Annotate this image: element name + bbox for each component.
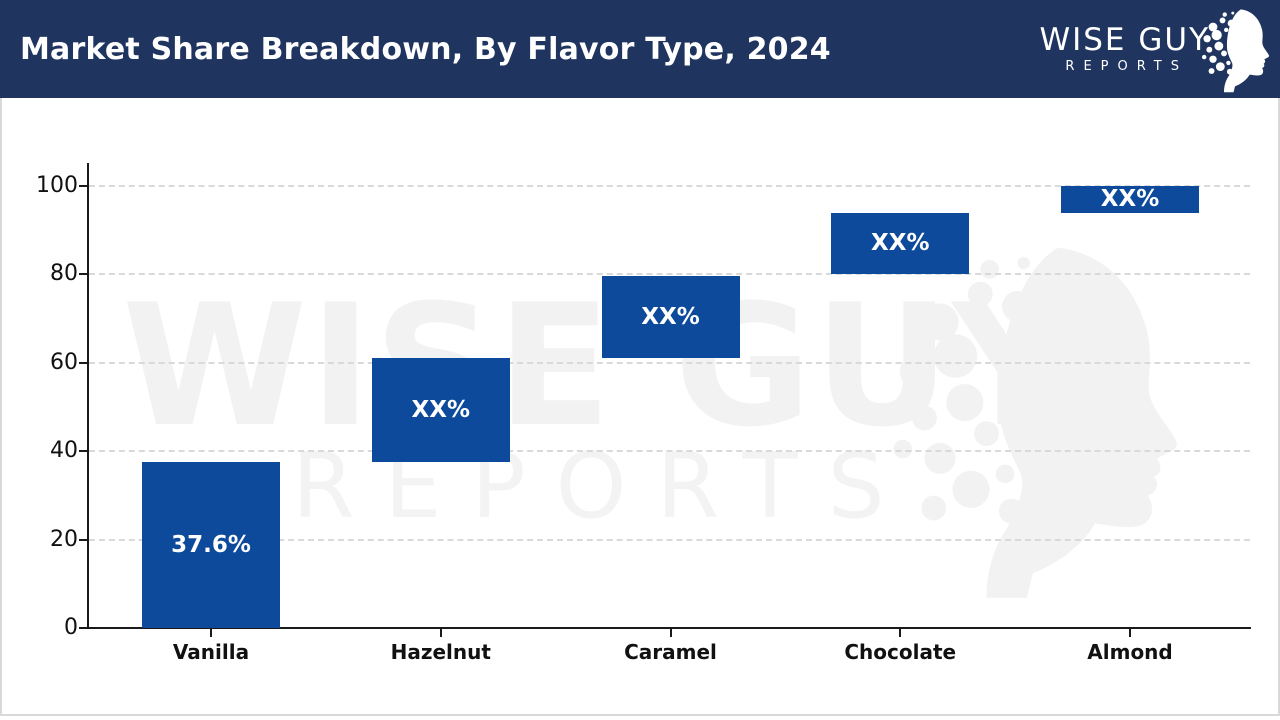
x-tick-label-hazelnut: Hazelnut (390, 640, 491, 664)
x-tick-vanilla (210, 629, 212, 637)
x-tick-label-almond: Almond (1087, 640, 1173, 664)
header-bar: Market Share Breakdown, By Flavor Type, … (0, 0, 1280, 98)
logo-text: WISE GUY REPORTS (1039, 24, 1210, 74)
y-axis-spine (87, 163, 89, 629)
y-tick-label-20: 20 (50, 526, 78, 552)
gridline-80 (89, 273, 1250, 275)
x-tick-hazelnut (439, 629, 442, 637)
y-tick-label-100: 100 (36, 172, 78, 198)
brand-logo: WISE GUY REPORTS (1039, 4, 1274, 94)
y-tick-label-60: 60 (50, 349, 78, 375)
x-axis-spine (87, 627, 1251, 629)
y-tick-40 (79, 450, 87, 452)
y-tick-label-80: 80 (50, 261, 78, 286)
x-tick-chocolate (899, 629, 902, 637)
bar-label-vanilla: 37.6% (171, 531, 251, 558)
bar-label-almond: XX% (1100, 186, 1160, 213)
logo-wordmark: WISE GUY (1039, 22, 1210, 59)
y-tick-label-0: 0 (64, 615, 78, 640)
bar-almond: XX% (1061, 185, 1199, 213)
frame-bottom-border (0, 714, 1280, 716)
gridline-100 (89, 184, 1250, 187)
y-tick-label-40: 40 (50, 438, 78, 463)
x-tick-caramel (669, 629, 672, 637)
x-tick-almond (1129, 629, 1131, 637)
page-title: Market Share Breakdown, By Flavor Type, … (20, 31, 831, 67)
bar-chocolate: XX% (831, 212, 970, 274)
frame-right-border (1278, 98, 1280, 714)
y-tick-60 (79, 361, 87, 364)
gridline-20 (89, 538, 1250, 541)
dotted-head-profile-icon (1202, 9, 1270, 93)
y-tick-0 (79, 627, 87, 629)
x-tick-label-chocolate: Chocolate (844, 640, 957, 664)
frame-left-border (0, 98, 2, 714)
y-tick-100 (79, 184, 87, 187)
y-tick-80 (79, 273, 87, 275)
bar-caramel: XX% (601, 276, 740, 359)
gridline-60 (89, 361, 1250, 364)
gridline-40 (89, 450, 1250, 452)
y-tick-20 (79, 538, 87, 541)
x-tick-label-vanilla: Vanilla (172, 640, 250, 664)
bar-label-hazelnut: XX% (411, 396, 470, 423)
bar-vanilla: 37.6% (142, 461, 280, 628)
bar-hazelnut: XX% (371, 358, 510, 462)
x-tick-label-caramel: Caramel (624, 640, 717, 664)
bar-label-caramel: XX% (641, 304, 700, 331)
bar-label-chocolate: XX% (870, 230, 930, 257)
logo-subtext: REPORTS (1065, 58, 1189, 74)
watermark-head-icon (893, 247, 1177, 598)
